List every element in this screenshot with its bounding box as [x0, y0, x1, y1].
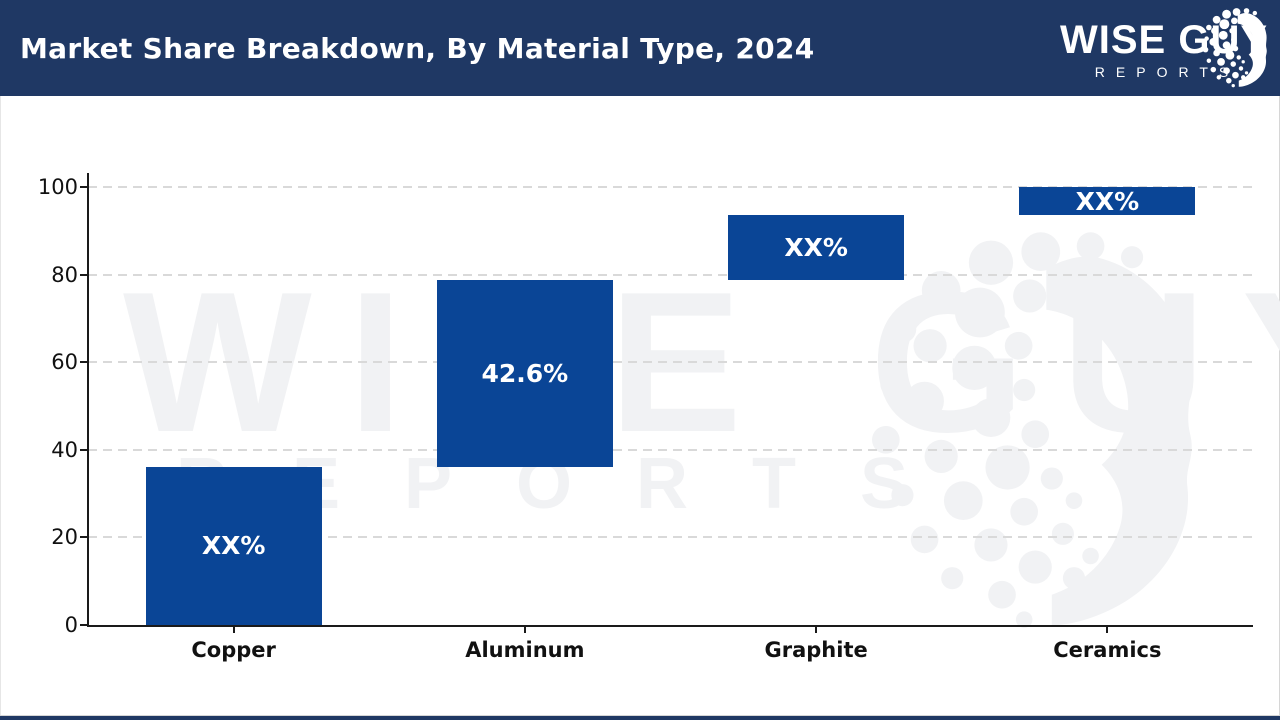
y-tick-label-20: 20 — [51, 525, 78, 549]
gridline-20 — [88, 536, 1253, 538]
bar-graphite: XX% — [728, 215, 905, 281]
bar-value-label-ceramics: XX% — [1075, 186, 1140, 216]
y-tick-label-80: 80 — [51, 262, 78, 287]
bar-aluminum: 42.6% — [436, 280, 613, 467]
y-tick-mark-100 — [80, 186, 88, 188]
gridline-100 — [88, 186, 1253, 188]
y-axis-spine — [87, 173, 89, 627]
x-tick-mark-graphite — [815, 624, 818, 633]
bar-value-label-copper: XX% — [201, 531, 266, 561]
gridline-40 — [88, 448, 1253, 451]
x-tick-label-graphite: Graphite — [764, 637, 868, 662]
x-tick-mark-aluminum — [523, 624, 526, 633]
bar-value-label-graphite: XX% — [784, 233, 848, 263]
x-tick-label-copper: Copper — [191, 637, 276, 662]
x-tick-label-aluminum: Aluminum — [465, 637, 585, 662]
page-title: Market Share Breakdown, By Material Type… — [20, 31, 815, 65]
logo-face-icon — [1202, 8, 1267, 88]
y-tick-label-60: 60 — [51, 350, 78, 374]
y-tick-mark-60 — [80, 361, 88, 363]
bar-copper: XX% — [145, 466, 322, 625]
y-tick-mark-20 — [80, 536, 88, 538]
logo-subtext: REPORTS — [1094, 64, 1240, 80]
y-tick-mark-80 — [80, 273, 88, 276]
watermark-wordmark: WISE GUY — [123, 251, 1280, 474]
chart-area: WISE GUY REPORTS 020406080100XX%Copper42… — [0, 96, 1280, 720]
y-tick-mark-0 — [80, 623, 88, 626]
wiseguy-logo: WISE GUY REPORTS — [1022, 4, 1272, 92]
page-left-border — [0, 96, 1, 716]
page-bottom-border — [0, 715, 1280, 716]
y-tick-mark-40 — [80, 448, 88, 451]
gridline-60 — [88, 361, 1253, 363]
y-tick-label-0: 0 — [64, 612, 78, 637]
header: Market Share Breakdown, By Material Type… — [0, 0, 1280, 96]
gridline-80 — [88, 273, 1253, 276]
y-tick-label-40: 40 — [51, 437, 78, 462]
x-axis-spine — [87, 625, 1253, 627]
x-tick-mark-ceramics — [1106, 624, 1109, 633]
watermark-face-icon — [872, 232, 1192, 628]
bar-ceramics: XX% — [1019, 186, 1196, 216]
bar-value-label-aluminum: 42.6% — [481, 358, 569, 388]
y-tick-label-100: 100 — [37, 175, 78, 199]
footer-accent-bar — [0, 716, 1280, 720]
x-tick-label-ceramics: Ceramics — [1053, 637, 1162, 662]
x-tick-mark-copper — [232, 624, 235, 633]
